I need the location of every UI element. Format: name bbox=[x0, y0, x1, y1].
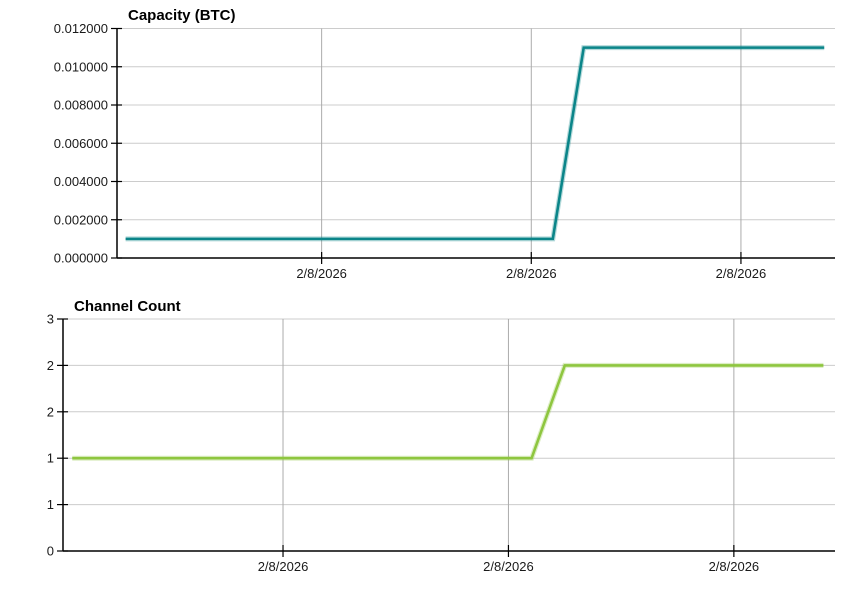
channel-count-x-tick-label: 2/8/2026 bbox=[483, 559, 534, 574]
capacity-y-tick-label: 0.004000 bbox=[54, 174, 108, 189]
channel-count-y-tick-label: 0 bbox=[47, 544, 54, 559]
channel-count-x-tick-label: 2/8/2026 bbox=[709, 559, 760, 574]
capacity-y-tick-label: 0.012000 bbox=[54, 21, 108, 36]
capacity-x-tick-label: 2/8/2026 bbox=[296, 266, 347, 281]
capacity-series-line bbox=[125, 46, 825, 241]
capacity-x-tick-label: 2/8/2026 bbox=[716, 266, 767, 281]
capacity-y-tick-label: 0.008000 bbox=[54, 98, 108, 113]
channel-count-y-tick-label: 2 bbox=[47, 404, 54, 419]
capacity-y-tick-label: 0.002000 bbox=[54, 212, 108, 227]
capacity-x-tick-label: 2/8/2026 bbox=[506, 266, 557, 281]
channel-count-y-tick-label: 2 bbox=[47, 358, 54, 373]
capacity-y-tick-label: 0.000000 bbox=[54, 251, 108, 266]
channel-count-x-tick-label: 2/8/2026 bbox=[258, 559, 309, 574]
channel-count-y-tick-label: 3 bbox=[47, 312, 54, 327]
capacity-y-tick-label: 0.010000 bbox=[54, 59, 108, 74]
capacity-chart-title: Capacity (BTC) bbox=[128, 7, 236, 24]
channel-count-y-tick-label: 1 bbox=[47, 451, 54, 466]
channel-count-series-line bbox=[72, 364, 824, 460]
capacity-y-tick-label: 0.006000 bbox=[54, 136, 108, 151]
channel-count-chart-title: Channel Count bbox=[74, 298, 181, 315]
channel-count-y-tick-label: 1 bbox=[47, 497, 54, 512]
